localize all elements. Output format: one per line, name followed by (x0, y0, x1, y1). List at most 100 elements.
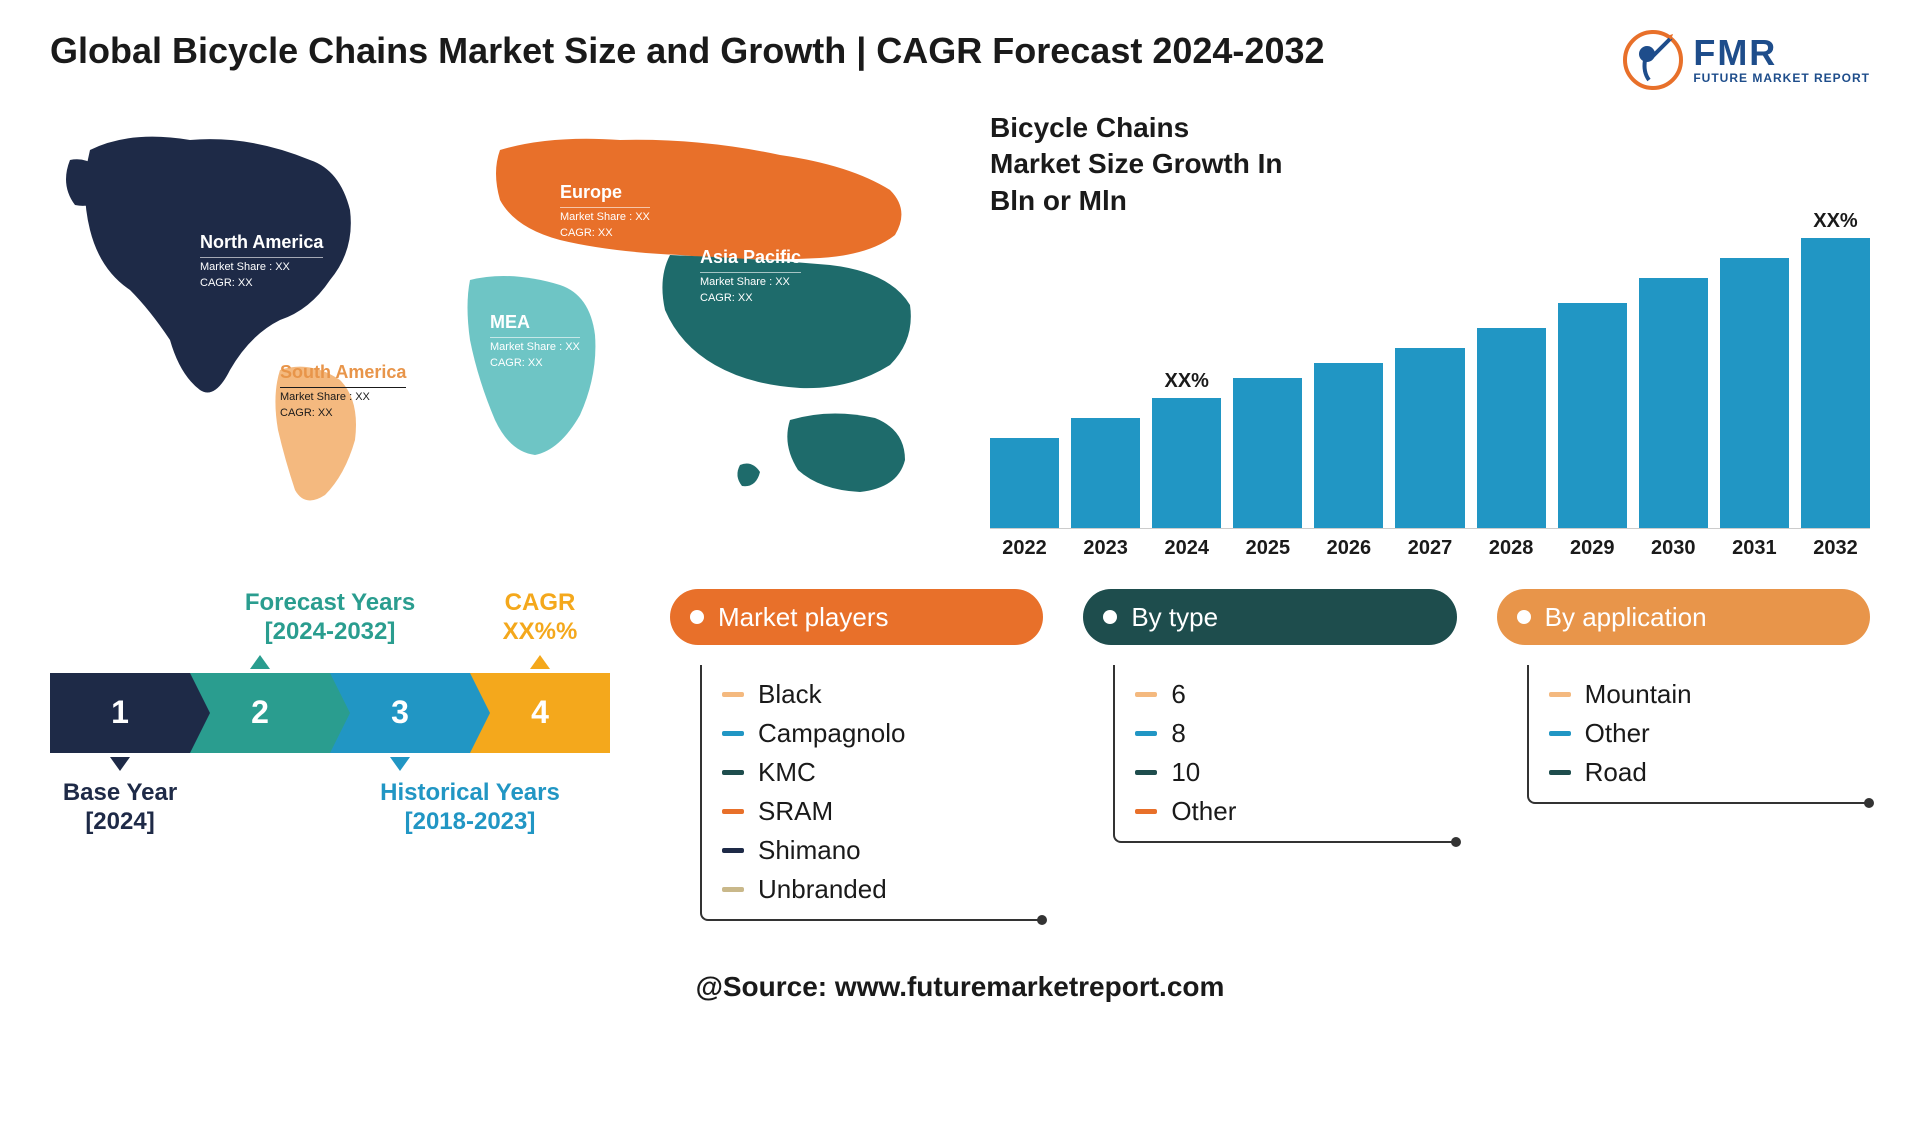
tick-icon (722, 692, 744, 697)
tick-icon (1135, 692, 1157, 697)
list-item: Unbranded (722, 870, 1043, 909)
source-text: @Source: www.futuremarketreport.com (50, 971, 1870, 1003)
page-title: Global Bicycle Chains Market Size and Gr… (50, 30, 1325, 72)
tick-icon (722, 848, 744, 853)
category-header: Market players (670, 589, 1043, 645)
list-item: Campagnolo (722, 714, 1043, 753)
arrow-icon (250, 655, 270, 669)
list-item: 8 (1135, 714, 1456, 753)
bar-item: 2026 (1314, 363, 1383, 528)
logo: FMR FUTURE MARKET REPORT (1623, 30, 1870, 90)
category-list: Mountain Other Road (1527, 665, 1870, 804)
bar-label: 2029 (1570, 537, 1615, 560)
chart-title: Bicycle ChainsMarket Size Growth InBln o… (990, 110, 1870, 219)
list-item: 6 (1135, 675, 1456, 714)
bar (1233, 378, 1302, 528)
list-item: Black (722, 675, 1043, 714)
arrow-icon (530, 655, 550, 669)
bar-item: 2027 (1395, 348, 1464, 528)
bar-label: 2022 (1002, 537, 1047, 560)
timeline-section: Forecast Years [2024-2032] CAGR XX%% 123… (50, 589, 610, 921)
item-text: SRAM (758, 796, 833, 827)
bar-item: 2025 (1233, 378, 1302, 528)
region-label-sa: South AmericaMarket Share : XXCAGR: XX (280, 360, 406, 421)
bar-label: 2024 (1164, 537, 1209, 560)
bar-label: 2031 (1732, 537, 1777, 560)
dot-icon (1517, 610, 1531, 624)
tick-icon (722, 770, 744, 775)
list-item: Mountain (1549, 675, 1870, 714)
bar-item: 2029 (1558, 303, 1627, 528)
item-text: Unbranded (758, 874, 887, 905)
bar (990, 438, 1059, 528)
item-text: 8 (1171, 718, 1185, 749)
item-text: Other (1585, 718, 1650, 749)
item-text: Mountain (1585, 679, 1692, 710)
item-text: 10 (1171, 757, 1200, 788)
item-text: Shimano (758, 835, 861, 866)
tick-icon (1549, 770, 1571, 775)
list-item: Other (1549, 714, 1870, 753)
bar (1720, 258, 1789, 528)
category-players: Market playersBlackCampagnoloKMCSRAMShim… (670, 589, 1043, 921)
timeline-bar: 1234 (50, 673, 610, 753)
arrow-icon (390, 757, 410, 771)
category-header: By type (1083, 589, 1456, 645)
category-title: By type (1131, 602, 1218, 633)
category-section: Market playersBlackCampagnoloKMCSRAMShim… (670, 589, 1870, 921)
item-text: Road (1585, 757, 1647, 788)
bar-item: 2022 (990, 438, 1059, 528)
bar-label: 2027 (1408, 537, 1453, 560)
category-app: By application Mountain Other Road (1497, 589, 1870, 921)
tick-icon (1549, 692, 1571, 697)
list-item: SRAM (722, 792, 1043, 831)
list-item: 10 (1135, 753, 1456, 792)
logo-main: FMR (1693, 35, 1870, 71)
tick-icon (722, 731, 744, 736)
tick-icon (1135, 770, 1157, 775)
item-text: Black (758, 679, 822, 710)
tick-icon (722, 887, 744, 892)
bar-item: 2030 (1639, 278, 1708, 528)
bar-label: 2023 (1083, 537, 1128, 560)
timeline-segment: 3 (330, 673, 470, 753)
item-text: Campagnolo (758, 718, 905, 749)
timeline-segment: 4 (470, 673, 610, 753)
historical-label: Historical Years [2018-2023] (330, 779, 610, 837)
region-label-na: North AmericaMarket Share : XXCAGR: XX (200, 230, 323, 291)
timeline-segment: 2 (190, 673, 330, 753)
bar (1314, 363, 1383, 528)
category-type: By type 6 8 10 Other (1083, 589, 1456, 921)
category-header: By application (1497, 589, 1870, 645)
bar-label: 2032 (1813, 537, 1858, 560)
bar-label: 2026 (1327, 537, 1372, 560)
category-list: 6 8 10 Other (1113, 665, 1456, 843)
bar (1477, 328, 1546, 528)
forecast-label: Forecast Years [2024-2032] (190, 589, 470, 647)
bar (1395, 348, 1464, 528)
category-title: Market players (718, 602, 889, 633)
world-map: North AmericaMarket Share : XXCAGR: XX So… (50, 110, 950, 510)
list-item: Shimano (722, 831, 1043, 870)
dot-icon (690, 610, 704, 624)
bar (1071, 418, 1140, 528)
bar (1558, 303, 1627, 528)
timeline-segment: 1 (50, 673, 190, 753)
tick-icon (1135, 731, 1157, 736)
logo-icon (1623, 30, 1683, 90)
base-year-label: Base Year [2024] (50, 779, 190, 837)
region-label-eu: EuropeMarket Share : XXCAGR: XX (560, 180, 650, 241)
bar (1639, 278, 1708, 528)
item-text: 6 (1171, 679, 1185, 710)
bar (1152, 398, 1221, 528)
category-list: BlackCampagnoloKMCSRAMShimanoUnbranded (700, 665, 1043, 921)
bar-item: 2031 (1720, 258, 1789, 528)
region-label-mea: MEAMarket Share : XXCAGR: XX (490, 310, 580, 371)
bar-annotation: XX% (1813, 210, 1857, 233)
tick-icon (1135, 809, 1157, 814)
item-text: Other (1171, 796, 1236, 827)
bar-label: 2025 (1246, 537, 1291, 560)
cagr-label: CAGR XX%% (470, 589, 610, 647)
logo-sub: FUTURE MARKET REPORT (1693, 71, 1870, 85)
bar-label: 2030 (1651, 537, 1696, 560)
